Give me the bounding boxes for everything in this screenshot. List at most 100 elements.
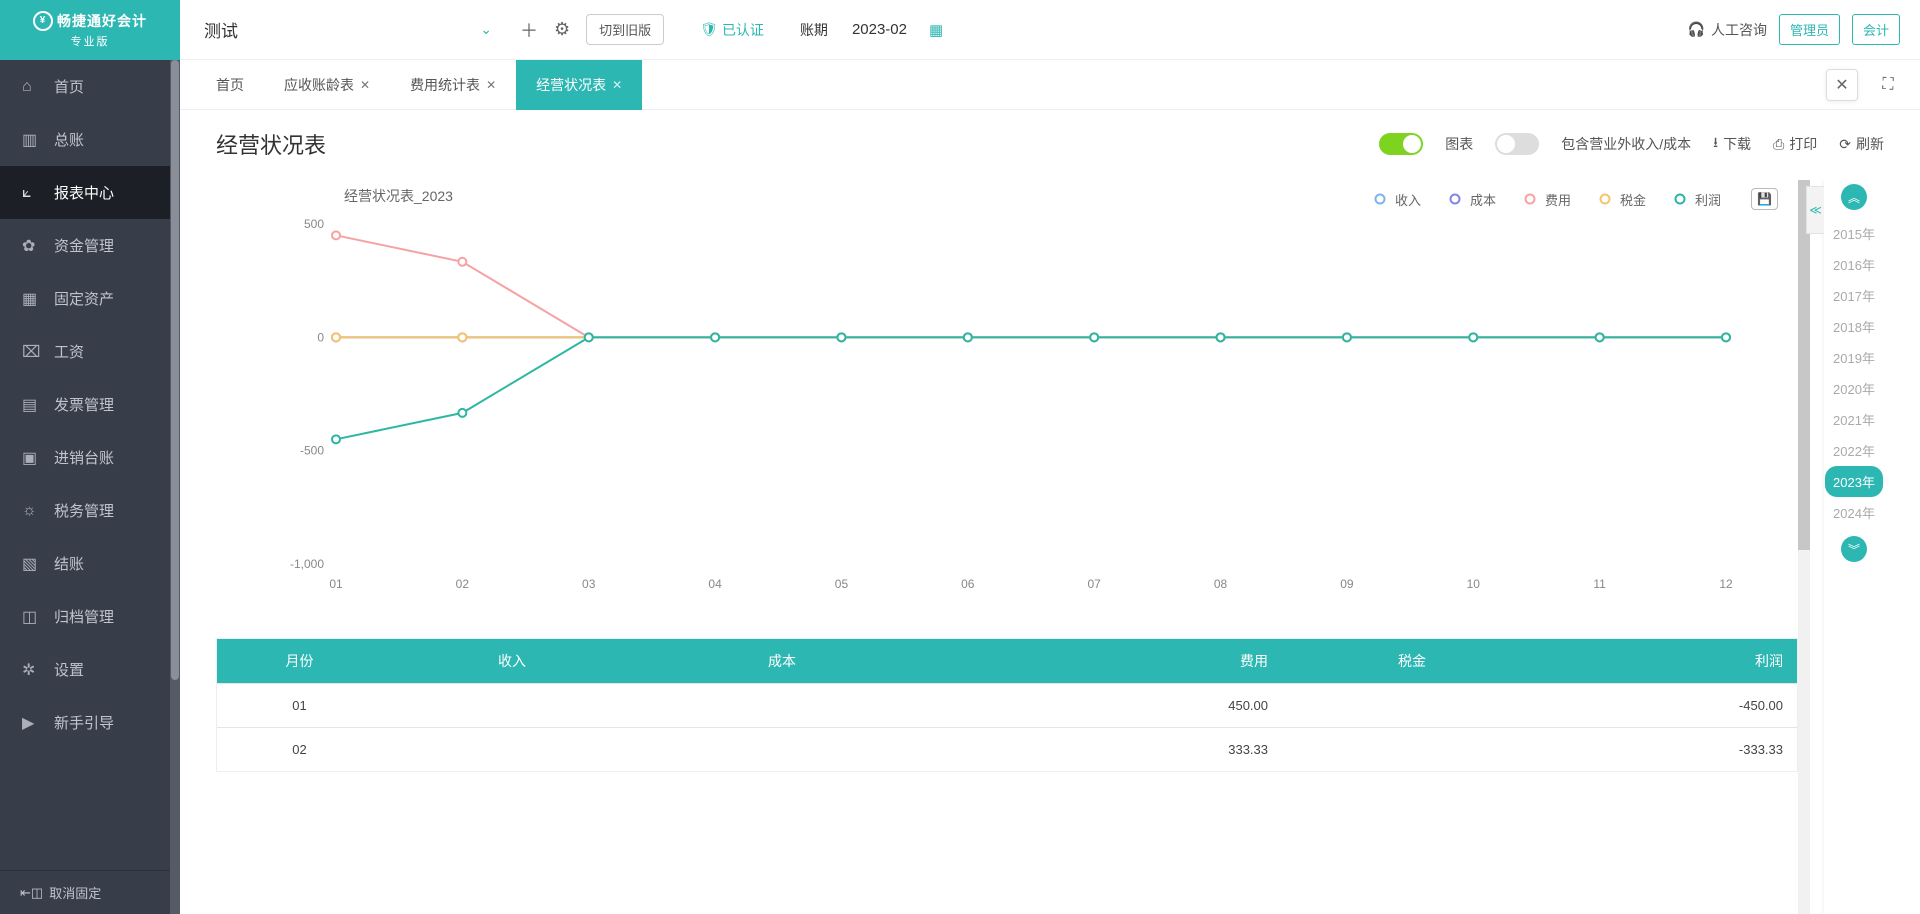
header-left: 测试 ⌄ ＋ ⚙ 切到旧版 🛡 已认证 账期 2023-02 ▦ xyxy=(180,14,1688,45)
legend-item[interactable]: 收入 xyxy=(1370,190,1421,209)
sidebar-item[interactable]: ⟀报表中心 xyxy=(0,166,180,219)
sidebar-icon: ▥ xyxy=(22,130,40,150)
sidebar-item[interactable]: ▥ 总账 xyxy=(0,113,180,166)
svg-text:09: 09 xyxy=(1340,577,1354,591)
sidebar-item[interactable]: ☼税务管理 xyxy=(0,484,180,537)
unpin-button[interactable]: ⇤◫ 取消固定 xyxy=(0,870,180,914)
page-header: 经营状况表 图表 包含营业外收入/成本 ⭳下载 ⎙打印 ⟳刷新 xyxy=(216,128,1884,160)
calendar-icon[interactable]: ▦ xyxy=(929,21,943,39)
sidebar-icon: ▣ xyxy=(22,448,40,468)
company-selector[interactable]: 测试 ⌄ xyxy=(204,17,504,42)
legend-item[interactable]: 税金 xyxy=(1595,190,1646,209)
legend-marker xyxy=(1370,198,1390,200)
sidebar-item[interactable]: ▤发票管理 xyxy=(0,378,180,431)
content-scrollbar[interactable] xyxy=(1798,180,1810,914)
sidebar-item[interactable]: ✿ 资金管理 xyxy=(0,219,180,272)
year-item[interactable]: 2022年 xyxy=(1825,435,1883,466)
year-panel: ≪ ︽ 2015年2016年2017年2018年2019年2020年2021年2… xyxy=(1824,180,1884,914)
chart-svg: 5000-500-1,000010203040506070809101112 xyxy=(216,210,1786,618)
gear-icon[interactable]: ⚙ xyxy=(554,19,570,40)
sidebar-item-label: 归档管理 xyxy=(54,606,114,627)
sidebar-icon: ◫ xyxy=(22,607,40,627)
refresh-button[interactable]: ⟳刷新 xyxy=(1839,134,1884,154)
include-toggle[interactable] xyxy=(1495,133,1539,155)
table-column-header: 成本 xyxy=(642,651,922,671)
sidebar-icon: ⟀ xyxy=(22,184,40,202)
table-row: 01450.00-450.00 xyxy=(217,683,1797,727)
period-value[interactable]: 2023-02 xyxy=(852,21,907,38)
sidebar-item[interactable]: ◫ 归档管理 xyxy=(0,590,180,643)
page-actions: 图表 包含营业外收入/成本 ⭳下载 ⎙打印 ⟳刷新 xyxy=(1379,132,1884,156)
close-icon[interactable]: ✕ xyxy=(360,78,370,92)
tab[interactable]: 首页 xyxy=(196,60,264,110)
year-item[interactable]: 2015年 xyxy=(1825,218,1883,249)
sidebar-item-label: 资金管理 xyxy=(54,235,114,256)
role-accountant-button[interactable]: 会计 xyxy=(1852,14,1900,45)
role-admin-button[interactable]: 管理员 xyxy=(1779,14,1840,45)
save-chart-icon[interactable]: 💾 xyxy=(1751,188,1778,210)
legend-item[interactable]: 利润 xyxy=(1670,190,1721,209)
fullscreen-icon[interactable]: ⛶ xyxy=(1872,69,1904,101)
sidebar-icon: ☼ xyxy=(22,502,40,520)
year-item[interactable]: 2021年 xyxy=(1825,404,1883,435)
close-icon[interactable]: ✕ xyxy=(612,78,622,92)
sidebar-item-label: 工资 xyxy=(54,341,84,362)
sidebar-item-label: 新手引导 xyxy=(54,712,114,733)
sidebar-scrollbar[interactable] xyxy=(170,60,180,914)
year-item[interactable]: 2019年 xyxy=(1825,342,1883,373)
close-icon[interactable]: ✕ xyxy=(486,78,496,92)
legend-item[interactable]: 成本 xyxy=(1445,190,1496,209)
year-item[interactable]: 2016年 xyxy=(1825,249,1883,280)
table-column-header: 月份 xyxy=(217,651,382,671)
sidebar-item[interactable]: ▣进销台账 xyxy=(0,431,180,484)
headset-icon: 🎧 xyxy=(1688,21,1705,38)
sidebar-item[interactable]: ▦固定资产 xyxy=(0,272,180,325)
table-header: 月份收入成本费用税金利润 xyxy=(217,639,1797,683)
download-button[interactable]: ⭳下载 xyxy=(1713,132,1751,156)
include-label: 包含营业外收入/成本 xyxy=(1561,134,1691,154)
sidebar-item[interactable]: ▶新手引导 xyxy=(0,696,180,749)
sidebar-item-label: 总账 xyxy=(54,129,84,150)
table-cell: 01 xyxy=(217,698,382,713)
tab[interactable]: 费用统计表 ✕ xyxy=(390,60,516,110)
unpin-label: 取消固定 xyxy=(49,883,101,902)
tab-label: 经营状况表 xyxy=(536,75,606,95)
sidebar-item[interactable]: ⌧工资 xyxy=(0,325,180,378)
company-name: 测试 xyxy=(204,17,238,42)
svg-text:03: 03 xyxy=(582,577,596,591)
page: 经营状况表 图表 包含营业外收入/成本 ⭳下载 ⎙打印 ⟳刷新 经营状 xyxy=(180,110,1920,914)
sidebar-item-label: 首页 xyxy=(54,76,84,97)
sidebar-item[interactable]: ▧结账 xyxy=(0,537,180,590)
brand-name: 畅捷通好会计 xyxy=(57,11,147,31)
sidebar-item[interactable]: ⌂首页 xyxy=(0,60,180,113)
chart-toggle[interactable] xyxy=(1379,133,1423,155)
year-up-button[interactable]: ︽ xyxy=(1841,184,1867,210)
table-column-header: 利润 xyxy=(1542,651,1797,671)
legend-item[interactable]: 费用 xyxy=(1520,190,1571,209)
sidebar-icon: ▦ xyxy=(22,289,40,309)
tab-label: 费用统计表 xyxy=(410,75,480,95)
header: ¥畅捷通好会计 专业版 测试 ⌄ ＋ ⚙ 切到旧版 🛡 已认证 账期 2023-… xyxy=(0,0,1920,60)
year-item[interactable]: 2020年 xyxy=(1825,373,1883,404)
consult-button[interactable]: 🎧 人工咨询 xyxy=(1688,20,1767,40)
year-down-button[interactable]: ︾ xyxy=(1841,536,1867,562)
tab[interactable]: 应收账龄表 ✕ xyxy=(264,60,390,110)
year-item[interactable]: 2017年 xyxy=(1825,280,1883,311)
switch-old-button[interactable]: 切到旧版 xyxy=(586,14,664,45)
close-all-tabs-button[interactable]: ✕ xyxy=(1826,69,1858,101)
add-icon[interactable]: ＋ xyxy=(520,17,538,43)
expand-panel-icon[interactable]: ≪ xyxy=(1806,186,1824,234)
tab[interactable]: 经营状况表 ✕ xyxy=(516,60,642,110)
tab-label: 应收账龄表 xyxy=(284,75,354,95)
year-item[interactable]: 2024年 xyxy=(1825,497,1883,528)
print-button[interactable]: ⎙打印 xyxy=(1773,134,1817,154)
consult-label: 人工咨询 xyxy=(1711,20,1767,40)
svg-text:-1,000: -1,000 xyxy=(290,557,324,571)
sidebar-icon: ✿ xyxy=(22,236,40,256)
year-item[interactable]: 2018年 xyxy=(1825,311,1883,342)
sidebar-item[interactable]: ✲设置 xyxy=(0,643,180,696)
year-item[interactable]: 2023年 xyxy=(1825,466,1883,497)
legend-label: 成本 xyxy=(1470,190,1496,209)
content: 首页应收账龄表 ✕ 费用统计表 ✕ 经营状况表 ✕ ✕ ⛶ 经营状况表 图表 包含营业外收… xyxy=(180,60,1920,914)
svg-text:12: 12 xyxy=(1719,577,1733,591)
